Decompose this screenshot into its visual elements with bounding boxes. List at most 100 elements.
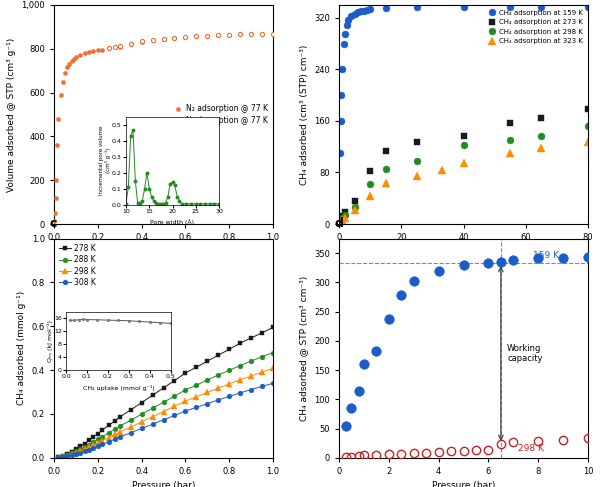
N₂ adsorption @ 77 K — [116, 44, 124, 50]
288 K — [112, 426, 119, 432]
Line: CH₄ adsorption at 298 K: CH₄ adsorption at 298 K — [337, 123, 592, 225]
Y-axis label: CH₄ adsorbed @ STP (cm³ cm⁻³): CH₄ adsorbed @ STP (cm³ cm⁻³) — [299, 276, 308, 421]
278 K — [259, 330, 266, 336]
N₂ desorption @ 77 K — [215, 32, 222, 38]
N₂ adsorption @ 77 K — [226, 32, 233, 37]
298 K — [127, 424, 134, 430]
298 K — [193, 394, 200, 400]
CH₄ adsorption at 323 K — [341, 215, 349, 221]
Y-axis label: Qₙₛ (kJ mol⁻¹): Qₙₛ (kJ mol⁻¹) — [47, 320, 53, 362]
CH₄ adsorption at 298 K — [338, 215, 346, 221]
278 K — [193, 364, 200, 370]
CH₄ adsorption at 159 K — [338, 66, 346, 72]
278 K — [160, 385, 167, 391]
N₂ adsorption @ 77 K — [160, 36, 167, 42]
CH₄ adsorption at 298 K — [341, 212, 349, 218]
N₂ adsorption @ 77 K — [53, 177, 60, 183]
Line: N₂ adsorption @ 77 K: N₂ adsorption @ 77 K — [52, 32, 275, 223]
CH₄ adsorption at 159 K — [354, 9, 361, 15]
Text: d: d — [334, 217, 343, 230]
288 K — [138, 411, 145, 417]
308 K — [236, 390, 244, 396]
Line: N₂ desorption @ 77 K: N₂ desorption @ 77 K — [107, 32, 275, 50]
N₂ adsorption @ 77 K — [68, 58, 75, 64]
298 K — [149, 413, 156, 419]
N₂ desorption @ 77 K — [116, 43, 124, 49]
308 K — [81, 448, 88, 454]
CH₄ adsorption at 159 K — [584, 4, 592, 10]
N₂ adsorption @ 77 K — [81, 50, 88, 56]
CH₄ adsorption at 273 K — [506, 120, 514, 126]
308 K — [127, 430, 134, 436]
288 K — [127, 417, 134, 423]
N₂ adsorption @ 77 K — [85, 49, 92, 55]
X-axis label: Pressure (bar): Pressure (bar) — [432, 247, 495, 257]
298 K — [94, 440, 101, 446]
CH₄ adsorption at 159 K — [538, 4, 545, 10]
CH₄ adsorption at 323 K — [351, 207, 358, 213]
N₂ adsorption @ 77 K — [59, 78, 67, 85]
308 K — [138, 426, 145, 431]
298 K — [171, 403, 178, 409]
278 K — [64, 451, 71, 457]
288 K — [236, 363, 244, 369]
278 K — [85, 437, 92, 443]
278 K — [112, 417, 119, 423]
CH₄ adsorption at 159 K — [413, 4, 421, 10]
288 K — [55, 454, 62, 460]
N₂ desorption @ 77 K — [259, 31, 266, 37]
278 K — [215, 352, 222, 358]
308 K — [269, 380, 277, 386]
CH₄ adsorption at 159 K — [364, 7, 371, 13]
CH₄ adsorption at 159 K — [337, 150, 344, 156]
298 K — [98, 438, 106, 444]
CH₄ adsorption at 159 K — [367, 6, 374, 12]
298 K — [77, 448, 84, 454]
N₂ adsorption @ 77 K — [70, 56, 77, 61]
CH₄ adsorption at 323 K — [460, 161, 467, 167]
CH₄ adsorption at 159 K — [357, 8, 364, 14]
N₂ adsorption @ 77 K — [98, 47, 106, 53]
CH₄ adsorption at 159 K — [343, 22, 350, 28]
298 K — [236, 377, 244, 383]
278 K — [94, 431, 101, 436]
308 K — [59, 454, 67, 460]
N₂ adsorption @ 77 K — [66, 61, 73, 67]
278 K — [171, 378, 178, 384]
308 K — [55, 454, 62, 460]
CH₄ adsorption at 273 K — [413, 139, 421, 145]
CH₄ adsorption at 159 K — [351, 11, 358, 17]
Legend: CH₄ adsorption at 159 K, CH₄ adsorption at 273 K, CH₄ adsorption at 298 K, CH₄ a: CH₄ adsorption at 159 K, CH₄ adsorption … — [487, 8, 584, 46]
CH₄ adsorption at 159 K — [340, 40, 347, 46]
298 K — [116, 429, 124, 435]
CH₄ adsorption at 298 K — [367, 181, 374, 187]
288 K — [59, 453, 67, 459]
Text: Working
capacity: Working capacity — [507, 344, 542, 363]
X-axis label: Pressure (bar): Pressure (bar) — [432, 481, 495, 487]
278 K — [55, 454, 62, 460]
298 K — [55, 454, 62, 460]
308 K — [226, 393, 233, 399]
Line: 298 K: 298 K — [56, 366, 276, 460]
288 K — [85, 442, 92, 448]
288 K — [149, 405, 156, 411]
N₂ adsorption @ 77 K — [259, 31, 266, 37]
308 K — [94, 443, 101, 449]
CH₄ adsorption at 273 K — [367, 168, 374, 173]
Line: CH₄ adsorption at 159 K: CH₄ adsorption at 159 K — [337, 3, 592, 157]
N₂ adsorption @ 77 K — [182, 34, 189, 40]
Y-axis label: Incremental pore volume
(cm³ g⁻¹): Incremental pore volume (cm³ g⁻¹) — [98, 126, 110, 195]
CH₄ adsorption at 323 K — [367, 193, 374, 199]
Line: 278 K: 278 K — [56, 325, 275, 459]
Line: CH₄ adsorption at 273 K: CH₄ adsorption at 273 K — [337, 106, 592, 225]
288 K — [171, 393, 178, 399]
N₂ adsorption @ 77 K — [203, 33, 211, 38]
N₂ desorption @ 77 K — [269, 31, 277, 37]
Y-axis label: Volume adsorbed @ STP (cm³ g⁻¹): Volume adsorbed @ STP (cm³ g⁻¹) — [7, 37, 16, 191]
308 K — [90, 445, 97, 451]
CH₄ adsorption at 323 K — [584, 139, 592, 145]
308 K — [203, 401, 211, 407]
308 K — [73, 451, 80, 457]
308 K — [116, 434, 124, 440]
298 K — [81, 447, 88, 452]
